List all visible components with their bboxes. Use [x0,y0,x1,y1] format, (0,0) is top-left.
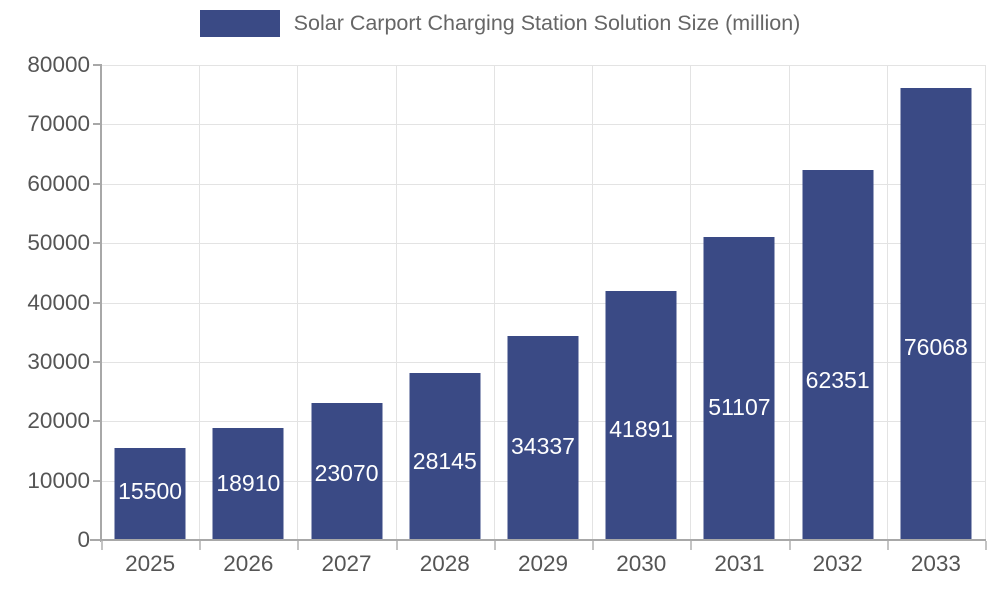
gridline-vertical [494,65,495,540]
x-tick-mark [199,541,201,550]
bar-value-label: 62351 [805,366,870,393]
y-tick-label: 40000 [27,289,90,315]
gridline-vertical [592,65,593,540]
x-tick-mark [887,541,889,550]
bar-value-label: 76068 [903,334,968,361]
bar[interactable] [802,169,874,540]
gridline-horizontal [101,243,985,245]
y-tick-label: 60000 [27,170,90,196]
bar-value-label: 51107 [708,393,771,420]
gridline-horizontal [101,124,985,126]
y-tick-mark [93,539,100,541]
gridline-vertical [297,65,298,540]
gridline-horizontal [101,65,985,66]
bar[interactable] [605,291,677,540]
bar[interactable] [703,236,775,540]
y-axis-spine [100,64,102,542]
chart-legend: Solar Carport Charging Station Solution … [0,10,1000,37]
x-tick-label: 2026 [223,551,274,576]
bar-group[interactable]: 23070 [297,65,395,540]
x-tick-label: 2032 [812,551,863,576]
x-tick-mark [789,541,791,550]
bar-value-label: 34337 [511,433,575,460]
gridline-vertical [789,65,790,540]
x-tick-label: 2028 [419,551,470,576]
x-tick-label: 2025 [125,551,176,576]
y-tick-label: 50000 [27,230,90,256]
plot-area: 15500 18910 23070 28145 34337 41891 51107 62351… [101,65,986,541]
y-tick-label: 10000 [27,467,90,493]
gridline-vertical [690,65,691,540]
x-tick-mark [592,541,594,550]
bar-group[interactable]: 41891 [592,65,690,540]
bar-value-label: 41891 [609,415,674,442]
y-tick-label: 30000 [27,348,90,374]
x-tick-mark [690,541,692,550]
x-tick-mark [494,541,496,550]
bar-series: 15500 18910 23070 28145 34337 41891 51107 62351… [101,65,985,540]
bar[interactable] [114,447,186,540]
bar[interactable] [311,403,383,540]
bar-group[interactable]: 51107 [690,65,788,540]
x-tick-mark [985,541,987,550]
y-tick-label: 70000 [27,111,90,137]
y-tick-label: 20000 [27,408,90,434]
x-tick-label: 2029 [517,551,569,576]
x-tick-label: 2030 [616,551,667,576]
x-tick-mark [297,541,299,550]
bar-value-label: 28145 [412,448,477,475]
x-axis-spine [90,539,986,541]
y-tick-label: 80000 [27,52,90,77]
gridline-horizontal [101,302,985,304]
y-tick-label: 0 [77,527,90,552]
bar-group[interactable]: 76068 [887,65,985,540]
bar[interactable] [507,336,579,540]
y-tick-mark [93,301,100,304]
bar[interactable] [409,372,481,540]
gridline-vertical [396,65,397,540]
bar-group[interactable]: 15500 [101,65,199,540]
bar-value-label: 23070 [314,460,379,487]
gridline-horizontal [101,183,985,185]
gridline-vertical [199,65,200,540]
bar-group[interactable]: 28145 [396,65,494,540]
x-tick-label: 2027 [321,551,372,576]
y-tick-mark [93,360,100,363]
y-tick-mark [93,242,100,245]
x-tick-mark [396,541,398,550]
gridline-vertical [985,65,986,540]
x-tick-label: 2031 [714,551,765,576]
gridline-vertical [887,65,888,540]
legend-color-swatch [199,10,280,37]
bar-group[interactable]: 34337 [494,65,592,540]
bar[interactable] [212,427,284,540]
bar-group[interactable]: 62351 [789,65,887,540]
y-tick-mark [93,479,100,482]
y-tick-mark [93,123,100,126]
bar-group[interactable]: 18910 [199,65,297,540]
y-tick-mark [93,182,100,185]
legend-label: Solar Carport Charging Station Solution … [293,10,801,35]
bar-value-label: 15500 [118,478,183,505]
x-tick-label: 2033 [910,551,961,576]
y-tick-mark [93,420,100,423]
bar[interactable] [900,88,972,540]
x-tick-mark [101,541,103,550]
y-tick-mark [93,64,100,66]
bar-value-label: 18910 [216,470,281,497]
